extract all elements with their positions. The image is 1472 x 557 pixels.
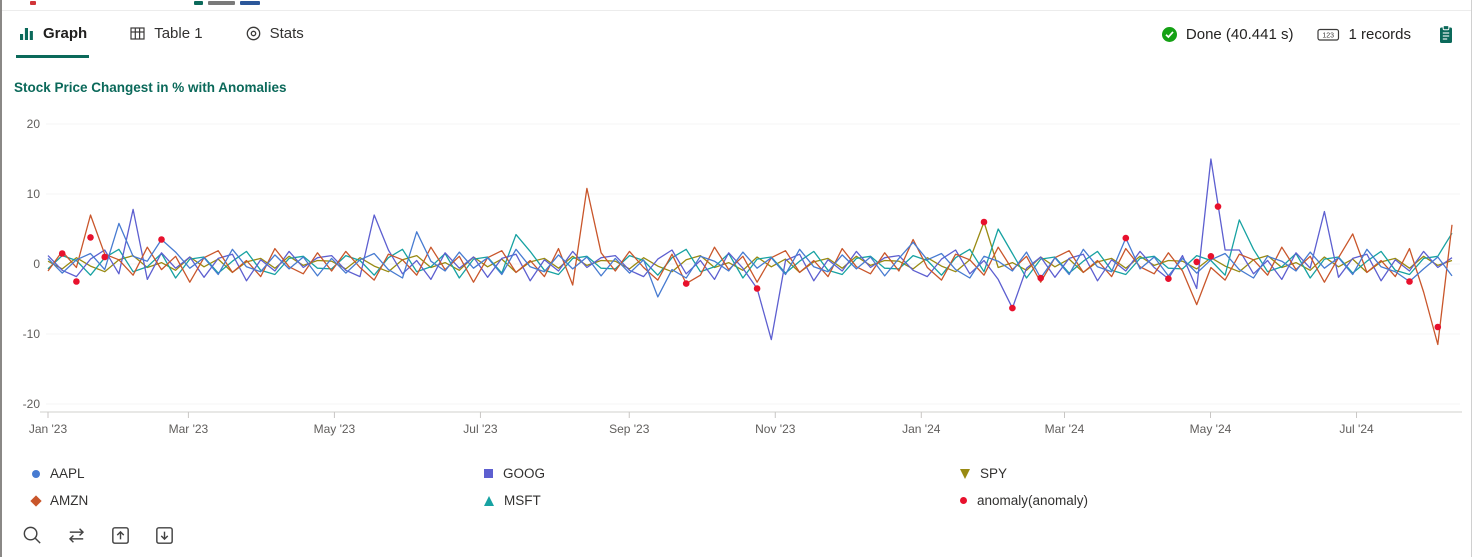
anomaly-point [1122, 234, 1130, 242]
legend-item-goog[interactable]: GOOG [484, 466, 960, 481]
legend-item-anomaly-anomaly-[interactable]: anomaly(anomaly) [960, 493, 1471, 508]
series-line-AMZN [47, 187, 1453, 346]
axis-label: 10 [27, 187, 41, 201]
axis-label: 20 [27, 117, 41, 131]
anomaly-point [753, 285, 761, 292]
status-done: Done (40.441 s) [1161, 26, 1294, 43]
zoom-search-button[interactable] [16, 520, 48, 550]
line-chart: 20 10 0 -10 -20 Jan '23 Mar '23 May '23 Jul '23 S… [23, 117, 1462, 436]
status-records: 123 1 records [1317, 26, 1411, 43]
axis-label: Sep '23 [609, 422, 650, 436]
tab-table-1[interactable]: Table 1 [127, 11, 204, 58]
square-marker-icon [484, 469, 493, 478]
svg-text:123: 123 [1323, 33, 1335, 40]
arrow-up-box-icon [109, 524, 132, 547]
status-records-label: 1 records [1348, 26, 1411, 43]
legend-label: anomaly(anomaly) [977, 493, 1089, 508]
legend-label: AMZN [50, 493, 89, 508]
clipped-fragment [208, 1, 235, 5]
anomaly-point [58, 250, 66, 257]
anomaly-point [73, 278, 80, 285]
series-line-GOOG [47, 158, 1453, 341]
records-count-icon: 123 [1317, 26, 1340, 43]
clipped-fragment [240, 1, 260, 5]
anomaly-point [87, 234, 94, 241]
axis-label: Mar '23 [169, 422, 209, 436]
arrow-down-box-icon [153, 524, 176, 547]
tab-stats[interactable]: Stats [243, 11, 306, 58]
chart-area[interactable]: 20 10 0 -10 -20 Jan '23 Mar '23 May '23 Jul '23 S… [2, 112, 1468, 444]
anomaly-point [980, 218, 988, 226]
clipped-query-sliver [2, 0, 1471, 8]
copy-results-button[interactable] [1435, 22, 1457, 47]
query-status: Done (40.441 s) 123 1 records [1161, 11, 1457, 58]
legend-item-spy[interactable]: SPY [960, 466, 1471, 481]
anomaly-point [1165, 275, 1172, 282]
circle-marker-icon [32, 469, 40, 478]
clipboard-icon [1437, 24, 1455, 45]
legend-label: AAPL [50, 466, 85, 481]
clipped-fragment [194, 1, 203, 5]
anomaly-point [1207, 253, 1215, 260]
chart-title: Stock Price Changest in % with Anomalies [14, 80, 287, 95]
tri-up-marker-icon [484, 495, 494, 506]
panel-down-button[interactable] [148, 520, 180, 550]
anomaly-point [158, 236, 165, 243]
axis-label: Jan '24 [902, 422, 941, 436]
clipped-fragment [30, 1, 36, 5]
series-line-AAPL [47, 222, 1453, 298]
circle-sm-marker-icon [960, 497, 967, 504]
axis-label: Nov '23 [755, 422, 796, 436]
swap-axes-button[interactable] [60, 520, 92, 550]
axis-label: Jul '24 [1339, 422, 1374, 436]
tab-stats-label: Stats [269, 24, 304, 42]
tab-table-1-label: Table 1 [154, 24, 203, 42]
tab-graph-label: Graph [43, 24, 88, 42]
results-header: Graph Table 1 Stats Done (40.441 s) [2, 10, 1471, 58]
anomaly-point [1009, 304, 1016, 312]
legend-label: MSFT [504, 493, 541, 508]
anomaly-point [1434, 323, 1442, 331]
anomaly-point [1193, 258, 1200, 266]
axis-label: May '24 [1190, 422, 1232, 436]
anomaly-point [682, 280, 690, 287]
anomaly-point [1406, 278, 1413, 285]
bar-chart-icon [18, 25, 35, 42]
axis-label: 0 [33, 257, 40, 271]
chart-toolbar [16, 520, 180, 550]
chart-legend: AAPL AMZN GOOG MSFT SPY anomaly(anomaly) [2, 460, 1471, 514]
axis-label: -20 [23, 397, 41, 411]
panel-up-button[interactable] [104, 520, 136, 550]
tri-down-marker-icon [960, 468, 970, 479]
anomaly-point [1214, 203, 1222, 210]
legend-item-amzn[interactable]: AMZN [30, 493, 484, 508]
axis-label: -10 [23, 327, 41, 341]
tab-graph[interactable]: Graph [16, 11, 90, 58]
series-line-SPY [47, 221, 1453, 274]
stats-gauge-icon [245, 25, 262, 42]
legend-label: SPY [980, 466, 1008, 481]
status-done-label: Done (40.441 s) [1185, 26, 1294, 43]
anomaly-point [101, 253, 108, 261]
axis-label: Jan '23 [29, 422, 68, 436]
anomaly-point [1037, 274, 1044, 282]
axis-label: Mar '24 [1045, 422, 1085, 436]
legend-label: GOOG [503, 466, 546, 481]
done-check-icon [1161, 26, 1178, 43]
swap-arrows-icon [65, 524, 88, 547]
axis-label: Jul '23 [463, 422, 498, 436]
axis-label: May '23 [314, 422, 356, 436]
results-tabs: Graph Table 1 Stats [16, 11, 306, 58]
diamond-marker-icon [30, 494, 42, 507]
table-grid-icon [129, 25, 146, 42]
magnifier-icon [21, 524, 44, 547]
legend-item-msft[interactable]: MSFT [484, 493, 960, 508]
legend-item-aapl[interactable]: AAPL [32, 466, 484, 481]
